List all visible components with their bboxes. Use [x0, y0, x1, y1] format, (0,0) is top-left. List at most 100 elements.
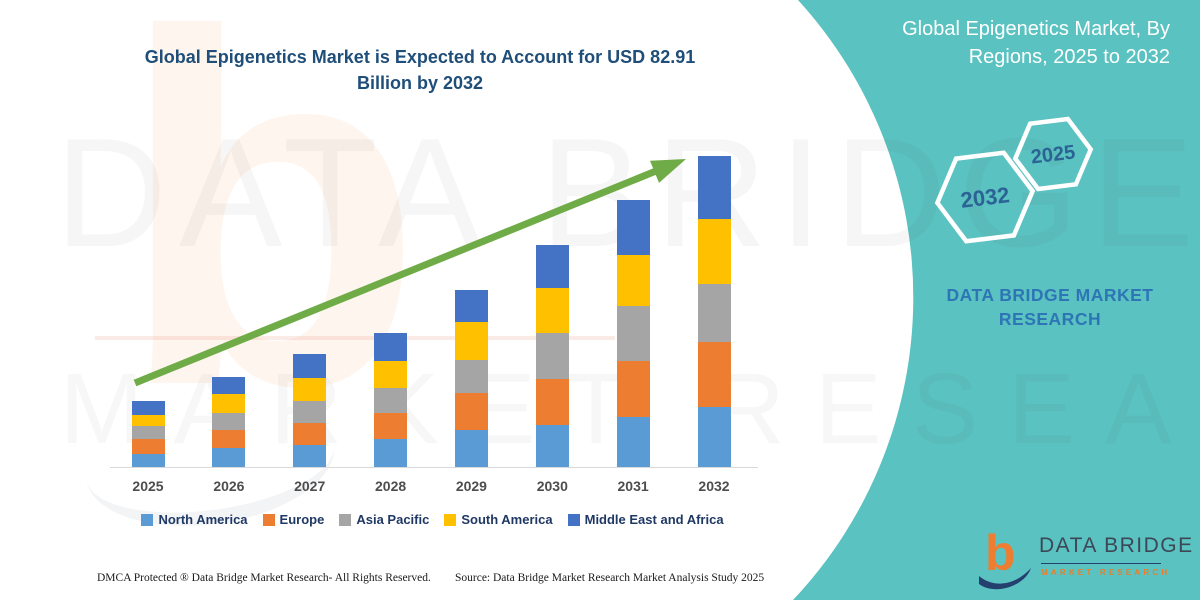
- bar-segment-north-america: [374, 438, 408, 467]
- legend-swatch: [339, 513, 352, 526]
- bar-segment-europe: [131, 439, 165, 454]
- bar-segment-middle-east-and-africa: [374, 332, 408, 361]
- bar-group-2028: 2028: [364, 140, 417, 494]
- bar-segment-middle-east-and-africa: [293, 353, 327, 378]
- bar-segment-south-america: [697, 218, 731, 284]
- legend-swatch: [567, 513, 580, 526]
- brand-name-line2: RESEARCH: [998, 309, 1102, 329]
- bar-segment-south-america: [454, 321, 488, 361]
- legend-item-south-america: South America: [444, 512, 553, 527]
- legend-item-asia-pacific: Asia Pacific: [339, 512, 429, 527]
- bar-segment-europe: [293, 423, 327, 445]
- legend-swatch: [141, 513, 154, 526]
- bar-segment-asia-pacific: [697, 283, 731, 343]
- legend-label: Europe: [279, 512, 325, 527]
- brand-name-line1: DATA BRIDGE MARKET: [946, 285, 1154, 305]
- footer-source-text: Source: Data Bridge Market Research Mark…: [455, 572, 765, 584]
- logo-divider: [1041, 563, 1161, 564]
- bar-stack: [454, 290, 488, 467]
- bar-segment-north-america: [454, 430, 488, 467]
- hexagon-year-large: 2032: [959, 182, 1011, 213]
- bar-segment-middle-east-and-africa: [697, 156, 731, 219]
- x-axis-label: 2030: [536, 478, 568, 494]
- bar-segment-middle-east-and-africa: [535, 245, 569, 288]
- x-axis-label: 2031: [617, 478, 649, 494]
- bar-segment-south-america: [374, 360, 408, 389]
- bar-segment-middle-east-and-africa: [454, 290, 488, 322]
- bar-segment-north-america: [131, 453, 165, 467]
- bar-group-2032: 2032: [688, 140, 741, 494]
- right-panel-title-line1: Global Epigenetics Market, By: [902, 18, 1170, 40]
- bar-segment-south-america: [293, 377, 327, 401]
- bar-stack: [697, 156, 731, 467]
- bar-segment-europe: [212, 429, 246, 449]
- chart-title-line2: Billion by 2032: [356, 73, 484, 93]
- right-panel-title-line2: Regions, 2025 to 2032: [968, 46, 1170, 68]
- bar-stack: [616, 200, 650, 467]
- chart-legend: North America Europe Asia Pacific South Ame…: [105, 512, 760, 527]
- bar-segment-north-america: [697, 407, 731, 467]
- bar-segment-europe: [535, 378, 569, 426]
- logo-mark-icon: b: [979, 526, 1031, 590]
- legend-item-europe: Europe: [262, 512, 325, 527]
- chart-title: Global Epigenetics Market is Expected to…: [118, 44, 722, 96]
- hexagon-badge-small: [1012, 116, 1094, 192]
- bar-segment-north-america: [293, 444, 327, 467]
- bar-segment-middle-east-and-africa: [131, 400, 165, 415]
- x-axis-label: 2032: [698, 478, 730, 494]
- company-logo: b DATA BRIDGE MARKET RESEARCH: [975, 524, 1192, 594]
- bar-group-2027: 2027: [283, 140, 336, 494]
- bar-segment-asia-pacific: [616, 306, 650, 362]
- brand-name-text: DATA BRIDGE MARKET RESEARCH: [895, 283, 1200, 331]
- hexagon-year-small: 2025: [1030, 141, 1077, 168]
- bar-stack: [535, 245, 569, 467]
- x-axis-label: 2027: [294, 478, 326, 494]
- bar-stack: [374, 332, 408, 467]
- legend-item-north-america: North America: [141, 512, 248, 527]
- right-panel-title: Global Epigenetics Market, By Regions, 2…: [840, 15, 1170, 71]
- logo-swoosh: [979, 568, 1031, 590]
- bar-segment-north-america: [212, 448, 246, 467]
- bar-segment-south-america: [131, 414, 165, 427]
- bar-segment-europe: [697, 342, 731, 407]
- legend-label: Middle East and Africa: [584, 512, 724, 527]
- bar-segment-north-america: [616, 417, 650, 467]
- bar-segment-south-america: [616, 255, 650, 307]
- bar-segment-asia-pacific: [374, 388, 408, 414]
- bar-group-2030: 2030: [526, 140, 579, 494]
- hexagon-badges: 2032 2025: [934, 116, 1094, 244]
- bar-segment-asia-pacific: [535, 333, 569, 379]
- hexagon-badge-large: [934, 150, 1036, 244]
- legend-label: North America: [158, 512, 248, 527]
- bar-group-2031: 2031: [607, 140, 660, 494]
- legend-label: South America: [461, 512, 553, 527]
- footer-dmca-text: DMCA Protected ® Data Bridge Market Rese…: [97, 572, 431, 584]
- bar-segment-europe: [454, 393, 488, 431]
- bar-segment-europe: [374, 413, 408, 439]
- bar-segment-north-america: [535, 425, 569, 467]
- x-axis-label: 2025: [132, 478, 164, 494]
- bar-stack: [131, 400, 165, 467]
- bar-stack: [212, 376, 246, 467]
- bar-segment-asia-pacific: [454, 360, 488, 394]
- logo-b-monogram: b: [985, 526, 1016, 581]
- logo-name: DATA BRIDGE: [1039, 534, 1194, 557]
- bar-group-2025: 2025: [122, 140, 175, 494]
- x-axis-label: 2026: [213, 478, 245, 494]
- chart-title-line1: Global Epigenetics Market is Expected to…: [144, 47, 696, 67]
- logo-subtitle: MARKET RESEARCH: [1041, 568, 1171, 577]
- bar-segment-asia-pacific: [131, 426, 165, 440]
- bar-segment-asia-pacific: [293, 400, 327, 424]
- legend-label: Asia Pacific: [356, 512, 430, 527]
- legend-swatch: [444, 513, 457, 526]
- bar-segment-middle-east-and-africa: [616, 200, 650, 256]
- bar-group-2029: 2029: [445, 140, 498, 494]
- bar-segment-middle-east-and-africa: [212, 376, 246, 395]
- bar-group-2026: 2026: [202, 140, 255, 494]
- bar-segment-europe: [616, 361, 650, 418]
- x-axis-label: 2028: [375, 478, 407, 494]
- bar-stack: [293, 353, 327, 467]
- legend-item-middle-east-and-africa: Middle East and Africa: [567, 512, 724, 527]
- chart-plot-area: 2025 2026 2027 2028 2029 2030 2031 2032: [110, 140, 758, 494]
